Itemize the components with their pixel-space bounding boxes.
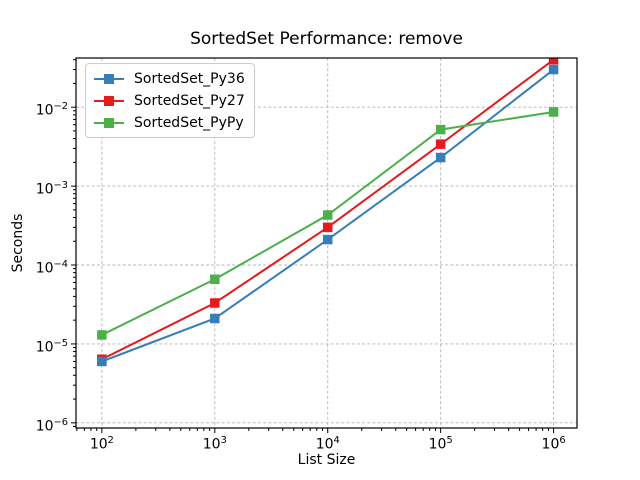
y-tick-label: 10−6 (35, 416, 68, 435)
y-axis-label: Seconds (10, 213, 26, 273)
legend-label: SortedSet_Py36 (134, 70, 245, 87)
x-axis-label: List Size (297, 452, 356, 468)
plot-border (75, 57, 578, 429)
data-point-marker (548, 107, 559, 117)
chart-title: SortedSet Performance: remove (190, 29, 463, 49)
y-tick-label: 10−5 (35, 337, 68, 356)
legend-item-SortedSet_PyPy: SortedSet_PyPy (92, 113, 245, 132)
legend-item-SortedSet_Py27: SortedSet_Py27 (92, 91, 245, 110)
data-point-marker (435, 152, 446, 163)
legend-swatch-icon (94, 95, 124, 106)
data-point-marker (548, 64, 559, 75)
legend-swatch-icon (94, 73, 124, 84)
x-tick-label: 103 (202, 435, 227, 453)
data-point-marker (322, 222, 333, 233)
x-tick-label: 104 (315, 435, 340, 453)
y-tick-label: 10−4 (35, 259, 68, 277)
y-tick-label: 10−2 (35, 101, 68, 119)
data-point-marker (548, 58, 559, 65)
data-point-marker (97, 330, 107, 340)
data-point-marker (210, 274, 220, 284)
x-tick-label: 106 (541, 435, 566, 453)
legend-label: SortedSet_Py27 (134, 92, 245, 109)
legend-label: SortedSet_PyPy (134, 114, 244, 131)
x-tick-label: 105 (428, 435, 453, 453)
legend-item-SortedSet_Py36: SortedSet_Py36 (92, 69, 245, 88)
data-point-marker (435, 139, 446, 149)
x-tick-label: 102 (89, 435, 114, 453)
series-markers-SortedSet_PyPy (97, 107, 559, 340)
data-point-marker (435, 124, 446, 135)
y-tick-label: 10−3 (35, 180, 68, 198)
data-point-marker (322, 234, 333, 245)
series-markers-SortedSet_Py36 (97, 64, 559, 367)
data-point-marker (97, 356, 107, 367)
data-point-marker (322, 210, 333, 220)
legend: SortedSet_Py36 SortedSet_Py27 SortedSet_Py… (85, 63, 255, 138)
legend-swatch-icon (94, 117, 124, 128)
data-point-marker (210, 313, 220, 324)
data-point-marker (210, 298, 220, 308)
